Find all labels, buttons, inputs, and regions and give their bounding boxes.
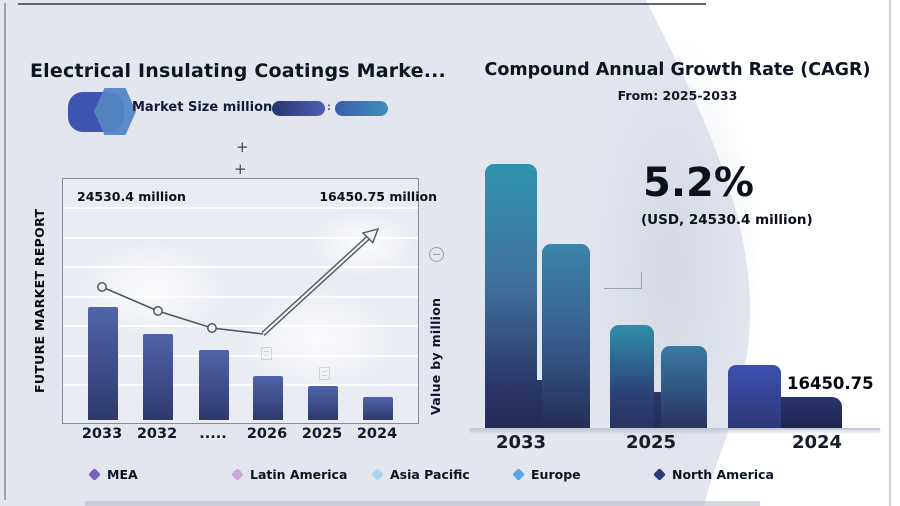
gridline bbox=[63, 355, 418, 357]
x-label-2032: 2032 bbox=[136, 426, 178, 442]
bar-ellipsis bbox=[199, 350, 229, 420]
trend-arrow-shaft bbox=[261, 234, 369, 334]
cagr-title: Compound Annual Growth Rate (CAGR) bbox=[484, 60, 871, 80]
pill-separator: : bbox=[327, 102, 331, 113]
cagr-detail: (USD, 24530.4 million) bbox=[641, 212, 813, 228]
logo-hexagon-icon bbox=[94, 88, 136, 135]
corner-bracket-decor bbox=[604, 272, 642, 289]
legend-label: MEA bbox=[107, 467, 138, 482]
trend-marker bbox=[153, 306, 163, 316]
cagr-end-value-label: 16450.75 bbox=[787, 374, 874, 393]
x-label-2033: 2033 bbox=[81, 426, 123, 442]
gridline bbox=[63, 266, 418, 268]
x-label-ellipsis: ..... bbox=[199, 426, 227, 442]
cagr-x-label-2033: 2033 bbox=[495, 432, 547, 453]
trend-arrowhead bbox=[361, 227, 380, 244]
gridline bbox=[63, 325, 418, 327]
end-value-label: 16450.75 million bbox=[319, 189, 437, 204]
bar-2032 bbox=[143, 334, 173, 420]
trend-marker bbox=[97, 282, 107, 292]
cagr-x-label-2024: 2024 bbox=[791, 432, 843, 453]
cagr-bar-2033-primary bbox=[485, 164, 537, 428]
cagr-axis-line bbox=[470, 428, 880, 430]
frame-edge-bottom-shadow bbox=[85, 501, 760, 506]
document-watermark-icon bbox=[261, 347, 272, 360]
cagr-bar-2025-secondary bbox=[661, 346, 707, 428]
minus-circle-icon bbox=[429, 247, 444, 262]
legend-label: Asia Pacific bbox=[390, 467, 470, 482]
bar-2024 bbox=[363, 397, 393, 420]
cagr-bar-2033-secondary bbox=[542, 244, 590, 428]
start-value-label: 24530.4 million bbox=[77, 189, 186, 204]
cagr-subtitle: From: 2025-2033 bbox=[617, 88, 738, 103]
legend-label: North America bbox=[672, 467, 774, 482]
gridline bbox=[63, 207, 418, 209]
x-label-2026: 2026 bbox=[246, 426, 288, 442]
bar-2026 bbox=[253, 376, 283, 420]
frame-edge-top bbox=[18, 3, 706, 5]
frame-edge-right bbox=[889, 0, 891, 506]
bar-2033 bbox=[88, 307, 118, 420]
cagr-value: 5.2% bbox=[643, 160, 754, 206]
plus-icon: + bbox=[236, 138, 249, 156]
cagr-bar-2025-joint bbox=[654, 392, 661, 428]
gridline bbox=[63, 237, 418, 239]
cagr-x-label-2025: 2025 bbox=[625, 432, 677, 453]
document-watermark-icon bbox=[319, 367, 330, 380]
cagr-bar-2033-joint bbox=[537, 380, 542, 428]
gridline bbox=[63, 296, 418, 298]
market-size-legend-label: Market Size million bbox=[132, 100, 273, 115]
plus-icon: + bbox=[234, 160, 247, 178]
value-axis-label: Value by million bbox=[428, 297, 443, 415]
trend-line bbox=[101, 286, 264, 335]
trend-marker bbox=[207, 323, 217, 333]
market-size-chart: 24530.4 million 16450.75 million bbox=[53, 178, 437, 424]
gradient-pill-1 bbox=[272, 101, 325, 116]
trend-overlay bbox=[97, 227, 380, 337]
gridline bbox=[63, 384, 418, 386]
cagr-bar-2024-secondary bbox=[775, 397, 842, 428]
x-label-2024: 2024 bbox=[356, 426, 398, 442]
legend-label: Latin America bbox=[250, 467, 348, 482]
legend-label: Europe bbox=[531, 467, 581, 482]
gradient-pill-2 bbox=[335, 101, 388, 116]
x-label-2025: 2025 bbox=[301, 426, 343, 442]
page-title: Electrical Insulating Coatings Marke... bbox=[30, 60, 446, 82]
frame-edge-left bbox=[4, 3, 6, 500]
cagr-bar-2024-primary bbox=[728, 365, 781, 428]
cagr-bar-2025-primary bbox=[610, 325, 654, 428]
brand-vertical-label: FUTURE MARKET REPORT bbox=[32, 208, 47, 394]
bar-2025 bbox=[308, 386, 338, 420]
trend-arrow-shaft bbox=[263, 237, 371, 337]
